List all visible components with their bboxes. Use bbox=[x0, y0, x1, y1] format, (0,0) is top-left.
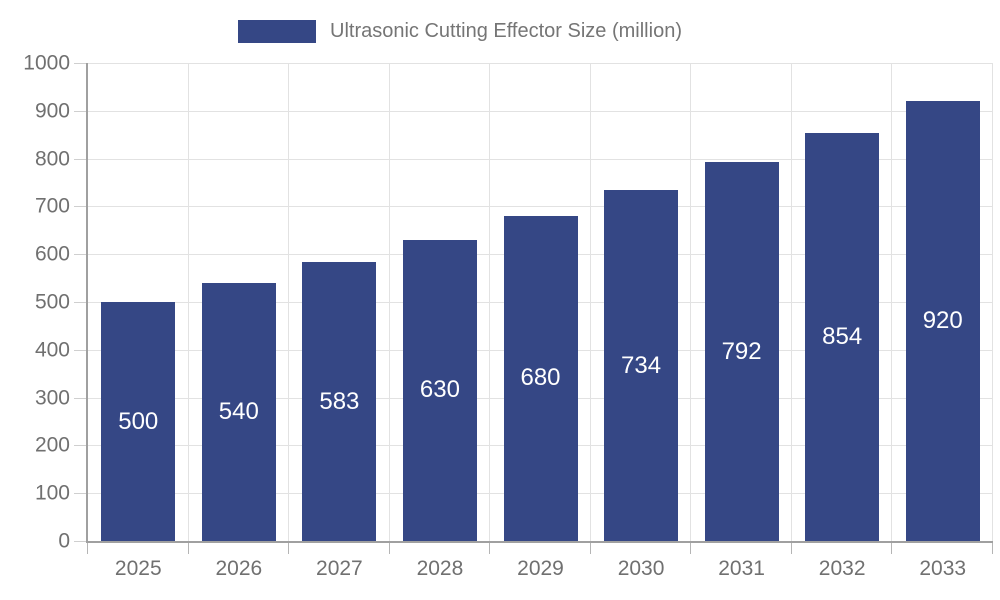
y-axis-tick-label: 100 bbox=[34, 481, 70, 505]
y-tick-mark bbox=[74, 63, 86, 64]
y-tick-mark bbox=[74, 158, 86, 160]
x-gridline bbox=[187, 63, 189, 541]
x-axis-tick-label: 2033 bbox=[919, 557, 967, 580]
bar[interactable]: 734 bbox=[604, 190, 679, 541]
x-gridline bbox=[388, 63, 390, 541]
bar-value-label: 630 bbox=[419, 376, 460, 404]
bar[interactable]: 500 bbox=[101, 302, 176, 541]
y-tick-mark bbox=[74, 110, 86, 112]
x-gridline bbox=[790, 63, 792, 541]
bar[interactable]: 792 bbox=[704, 162, 779, 541]
x-gridline bbox=[891, 63, 893, 541]
y-axis-line bbox=[86, 63, 88, 541]
x-tick-mark bbox=[891, 543, 893, 554]
legend-swatch[interactable] bbox=[238, 19, 316, 43]
x-gridline bbox=[690, 63, 692, 541]
y-tick-mark bbox=[74, 349, 86, 351]
x-axis-tick-label: 2028 bbox=[416, 557, 464, 580]
x-tick-mark bbox=[589, 543, 591, 554]
y-tick-mark bbox=[74, 254, 86, 256]
y-tick-mark bbox=[74, 445, 86, 447]
x-axis-tick-label: 2027 bbox=[316, 557, 363, 580]
y-axis-tick-label: 0 bbox=[58, 529, 70, 553]
y-gridline bbox=[88, 206, 993, 208]
y-axis-tick-label: 1000 bbox=[23, 51, 70, 75]
y-gridline bbox=[88, 63, 993, 64]
y-tick-mark bbox=[74, 541, 86, 542]
y-axis-tick-label: 900 bbox=[34, 99, 70, 123]
legend-label[interactable]: Ultrasonic Cutting Effector Size (millio… bbox=[330, 19, 682, 42]
bar-value-label: 854 bbox=[822, 322, 863, 350]
bar[interactable]: 630 bbox=[402, 239, 477, 541]
bar-value-label: 500 bbox=[118, 407, 159, 435]
y-tick-mark bbox=[74, 302, 86, 303]
x-gridline bbox=[489, 63, 491, 541]
x-axis-tick-label: 2026 bbox=[215, 557, 263, 580]
bar-value-label: 540 bbox=[218, 397, 259, 425]
x-gridline bbox=[992, 63, 993, 541]
x-gridline bbox=[288, 63, 290, 541]
bar-value-label: 734 bbox=[621, 351, 662, 379]
y-gridline bbox=[88, 110, 993, 112]
y-tick-mark bbox=[74, 397, 86, 399]
y-axis-tick-label: 200 bbox=[34, 433, 70, 457]
x-axis-tick-label: 2032 bbox=[818, 557, 866, 580]
x-tick-mark bbox=[790, 543, 792, 554]
x-tick-mark bbox=[388, 543, 390, 554]
x-tick-mark bbox=[87, 543, 88, 554]
y-axis-tick-label: 500 bbox=[34, 290, 70, 314]
bar[interactable]: 540 bbox=[201, 282, 276, 541]
y-axis-tick-label: 400 bbox=[34, 338, 70, 362]
y-tick-mark bbox=[74, 493, 86, 495]
x-axis-tick-label: 2029 bbox=[517, 557, 564, 580]
y-tick-mark bbox=[74, 206, 86, 208]
y-axis-tick-label: 300 bbox=[34, 386, 70, 410]
legend[interactable]: Ultrasonic Cutting Effector Size (millio… bbox=[238, 18, 682, 44]
x-tick-mark bbox=[690, 543, 692, 554]
x-axis-tick-label: 2030 bbox=[617, 557, 665, 580]
x-gridline bbox=[589, 63, 591, 541]
bar[interactable]: 854 bbox=[805, 132, 880, 541]
x-axis-line bbox=[86, 541, 993, 543]
y-gridline bbox=[88, 158, 993, 160]
plot-area: 0 100 200 300 400 500 600 700 800 900 1000 500 2025 5… bbox=[23, 53, 993, 579]
x-axis-tick-label: 2025 bbox=[114, 557, 162, 580]
bar[interactable]: 920 bbox=[905, 101, 980, 541]
y-axis-tick-label: 800 bbox=[34, 147, 70, 171]
x-axis-tick-label: 2031 bbox=[718, 557, 765, 580]
x-tick-mark bbox=[288, 543, 290, 554]
y-axis-tick-label: 700 bbox=[34, 194, 70, 218]
x-tick-mark bbox=[992, 543, 993, 554]
x-tick-mark bbox=[489, 543, 491, 554]
x-tick-mark bbox=[187, 543, 189, 554]
bar[interactable]: 680 bbox=[503, 215, 578, 541]
y-axis-tick-label: 600 bbox=[34, 242, 70, 266]
bar-value-label: 792 bbox=[721, 337, 762, 365]
bar-value-label: 583 bbox=[319, 387, 360, 415]
bar-value-label: 680 bbox=[520, 364, 561, 392]
bar-value-label: 920 bbox=[922, 307, 963, 335]
bar[interactable]: 583 bbox=[302, 262, 377, 541]
